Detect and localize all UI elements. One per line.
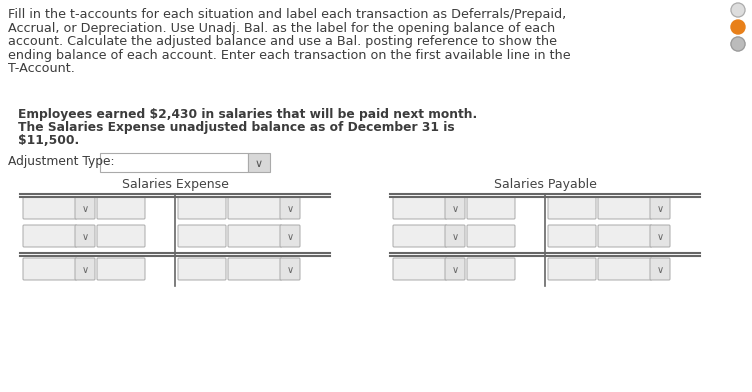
FancyBboxPatch shape xyxy=(280,197,300,219)
Text: ∨: ∨ xyxy=(81,204,89,214)
Text: Accrual, or Depreciation. Use Unadj. Bal. as the label for the opening balance o: Accrual, or Depreciation. Use Unadj. Bal… xyxy=(8,22,555,34)
FancyBboxPatch shape xyxy=(228,197,282,219)
Text: ∨: ∨ xyxy=(81,265,89,275)
Text: ending balance of each account. Enter each transaction on the first available li: ending balance of each account. Enter ea… xyxy=(8,49,571,62)
Circle shape xyxy=(731,37,745,51)
FancyBboxPatch shape xyxy=(650,225,670,247)
FancyBboxPatch shape xyxy=(467,197,515,219)
Text: ∨: ∨ xyxy=(287,204,293,214)
Text: ∨: ∨ xyxy=(451,232,459,242)
FancyBboxPatch shape xyxy=(228,258,282,280)
Text: Salaries Expense: Salaries Expense xyxy=(122,178,229,191)
FancyBboxPatch shape xyxy=(393,197,447,219)
Text: account. Calculate the adjusted balance and use a Bal. posting reference to show: account. Calculate the adjusted balance … xyxy=(8,35,557,48)
FancyBboxPatch shape xyxy=(445,225,465,247)
Text: T-Account.: T-Account. xyxy=(8,62,75,75)
Circle shape xyxy=(731,20,745,34)
FancyBboxPatch shape xyxy=(393,225,447,247)
FancyBboxPatch shape xyxy=(598,197,652,219)
FancyBboxPatch shape xyxy=(75,197,95,219)
FancyBboxPatch shape xyxy=(97,225,145,247)
FancyBboxPatch shape xyxy=(598,225,652,247)
FancyBboxPatch shape xyxy=(23,258,77,280)
FancyBboxPatch shape xyxy=(97,197,145,219)
Text: Adjustment Type:: Adjustment Type: xyxy=(8,155,114,168)
FancyBboxPatch shape xyxy=(280,258,300,280)
FancyBboxPatch shape xyxy=(97,258,145,280)
FancyBboxPatch shape xyxy=(650,258,670,280)
FancyBboxPatch shape xyxy=(393,258,447,280)
Text: ∨: ∨ xyxy=(656,204,663,214)
FancyBboxPatch shape xyxy=(548,197,596,219)
Text: Employees earned $2,430 in salaries that will be paid next month.: Employees earned $2,430 in salaries that… xyxy=(18,108,478,121)
FancyBboxPatch shape xyxy=(178,197,226,219)
Circle shape xyxy=(731,3,745,17)
FancyBboxPatch shape xyxy=(178,258,226,280)
Text: ∨: ∨ xyxy=(287,232,293,242)
FancyBboxPatch shape xyxy=(548,225,596,247)
Text: Salaries Payable: Salaries Payable xyxy=(493,178,596,191)
FancyBboxPatch shape xyxy=(228,225,282,247)
FancyBboxPatch shape xyxy=(445,258,465,280)
FancyBboxPatch shape xyxy=(280,225,300,247)
Text: The Salaries Expense unadjusted balance as of December 31 is: The Salaries Expense unadjusted balance … xyxy=(18,121,455,134)
FancyBboxPatch shape xyxy=(650,197,670,219)
Text: ∨: ∨ xyxy=(656,265,663,275)
Text: ∨: ∨ xyxy=(656,232,663,242)
FancyBboxPatch shape xyxy=(467,258,515,280)
Text: ∨: ∨ xyxy=(451,204,459,214)
FancyBboxPatch shape xyxy=(548,258,596,280)
FancyBboxPatch shape xyxy=(248,153,270,172)
FancyBboxPatch shape xyxy=(23,225,77,247)
Text: ∨: ∨ xyxy=(81,232,89,242)
FancyBboxPatch shape xyxy=(23,197,77,219)
Text: $11,500.: $11,500. xyxy=(18,134,79,147)
FancyBboxPatch shape xyxy=(467,225,515,247)
Text: Fill in the t-accounts for each situation and label each transaction as Deferral: Fill in the t-accounts for each situatio… xyxy=(8,8,566,21)
Text: ∨: ∨ xyxy=(255,158,263,169)
FancyBboxPatch shape xyxy=(75,225,95,247)
FancyBboxPatch shape xyxy=(75,258,95,280)
FancyBboxPatch shape xyxy=(598,258,652,280)
FancyBboxPatch shape xyxy=(445,197,465,219)
FancyBboxPatch shape xyxy=(100,153,248,172)
Text: ∨: ∨ xyxy=(451,265,459,275)
FancyBboxPatch shape xyxy=(178,225,226,247)
Text: ∨: ∨ xyxy=(287,265,293,275)
